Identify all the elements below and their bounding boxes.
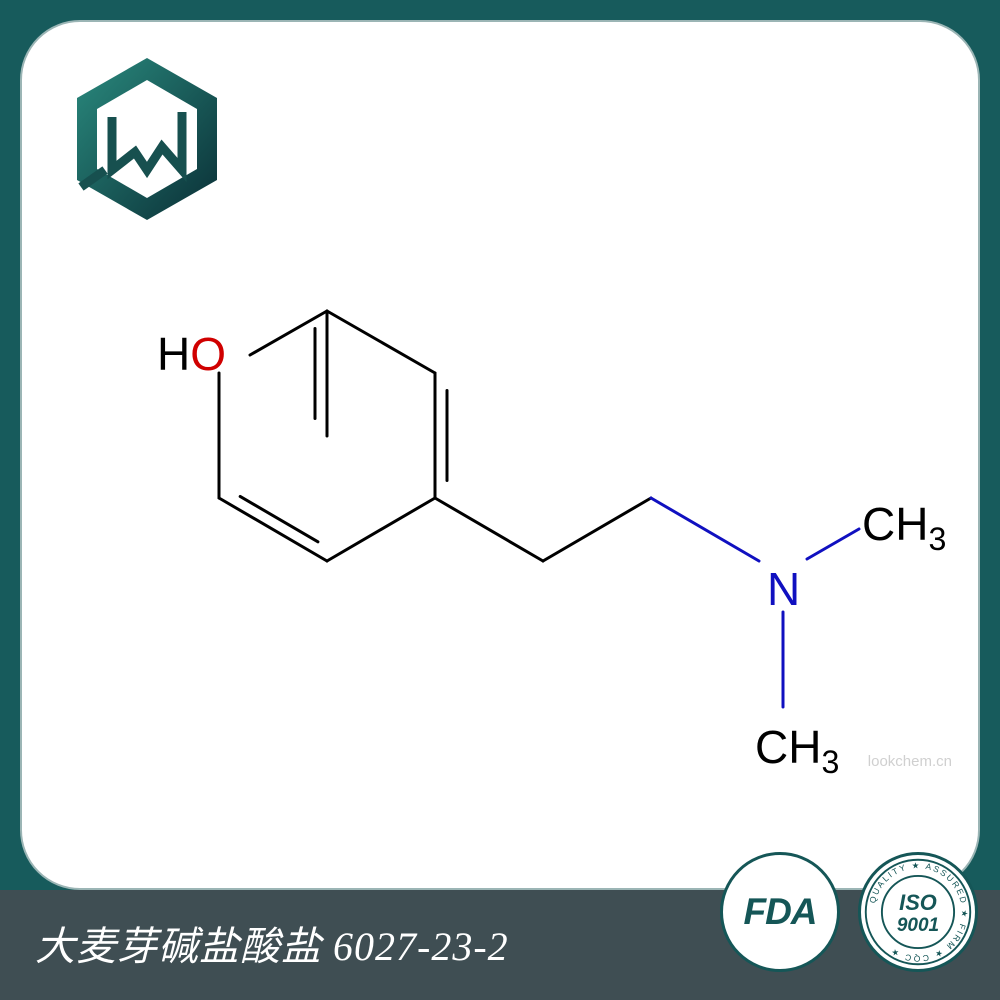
compound-title: 大麦芽碱盐酸盐 6027-23-2 (35, 914, 509, 972)
compound-cas-number: 6027-23-2 (333, 924, 509, 969)
fda-badge: FDA (720, 852, 840, 972)
fda-label: FDA (743, 891, 816, 933)
svg-text:ISO: ISO (899, 890, 937, 915)
product-card: HO N CH3 CH3 lookchem.cn (20, 20, 980, 890)
atom-N: N (767, 562, 800, 616)
svg-text:9001: 9001 (897, 915, 939, 936)
compound-name-cn: 大麦芽碱盐酸盐 (35, 924, 322, 969)
iso-badge: QUALITY ★ ASSURED ★ FIRM ★ CQC ★ ISO 900… (858, 852, 978, 972)
company-logo (67, 52, 227, 232)
watermark-text: lookchem.cn (868, 753, 952, 770)
iso-badge-svg: QUALITY ★ ASSURED ★ FIRM ★ CQC ★ ISO 900… (861, 852, 975, 972)
chemical-structure-diagram: HONCH3CH3 (102, 252, 922, 812)
atom-HO: HO (157, 327, 226, 381)
atom-CH3b: CH3 (755, 720, 839, 781)
atom-CH3a: CH3 (862, 497, 946, 558)
